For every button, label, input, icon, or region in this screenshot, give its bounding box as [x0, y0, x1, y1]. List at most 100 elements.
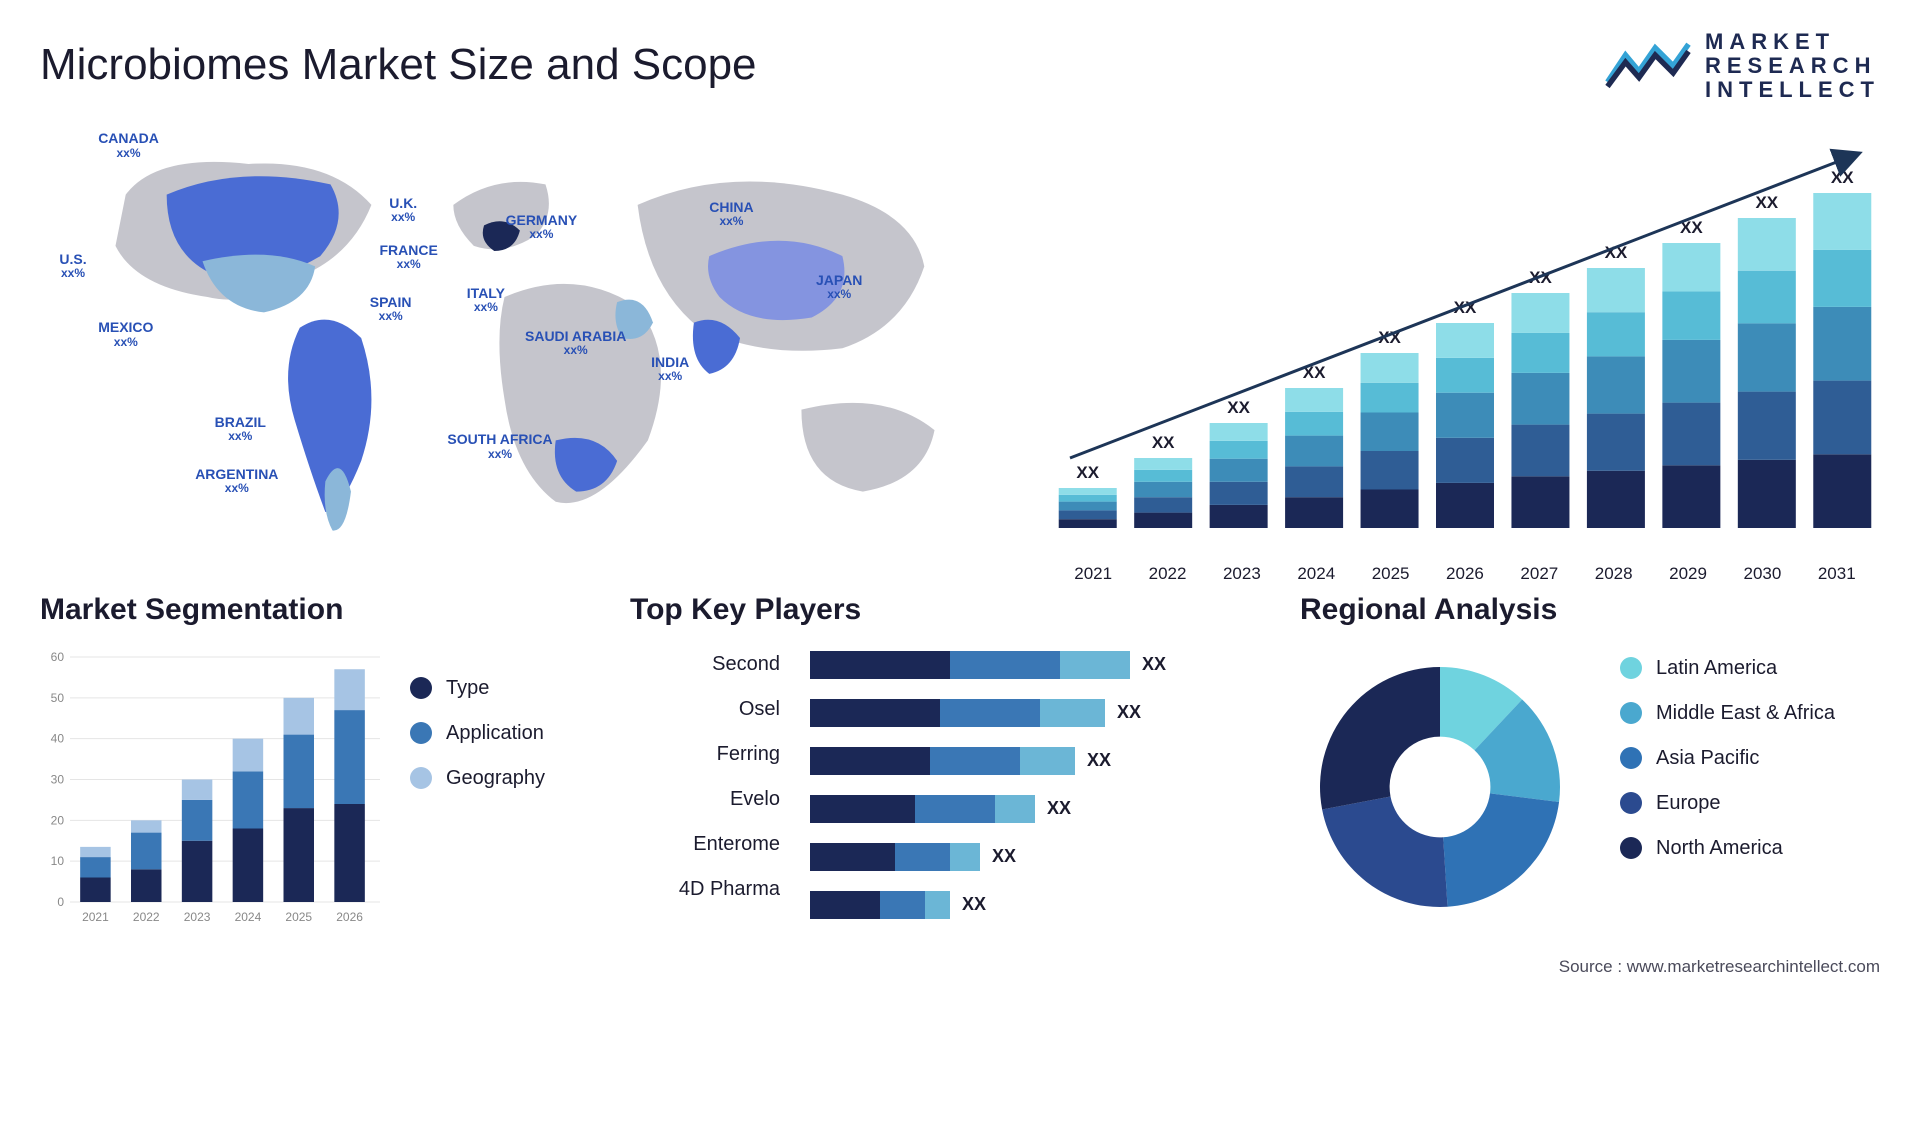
forecast-bar-segment: [1813, 454, 1871, 528]
forecast-bar-segment: [1662, 243, 1720, 291]
forecast-bar-segment: [1662, 339, 1720, 402]
forecast-bar-segment: [1059, 488, 1117, 495]
forecast-bar-segment: [1285, 466, 1343, 497]
forecast-bar-segment: [1361, 412, 1419, 451]
legend-label: North America: [1656, 837, 1783, 860]
forecast-bar-segment: [1587, 470, 1645, 527]
map-label: CHINAxx%: [709, 200, 753, 229]
seg-bar-segment: [182, 840, 213, 901]
player-bar-segment: [880, 891, 925, 919]
forecast-bar-segment: [1285, 388, 1343, 412]
page-title: Microbiomes Market Size and Scope: [40, 40, 757, 90]
player-bar-segment: [950, 843, 980, 871]
player-bar-segment: [1020, 747, 1075, 775]
legend-dot-icon: [410, 767, 432, 789]
legend-dot-icon: [1620, 837, 1642, 859]
forecast-bar-segment: [1134, 481, 1192, 496]
forecast-bar-label: XX: [1076, 463, 1099, 482]
segmentation-title: Market Segmentation: [40, 593, 580, 627]
seg-bar-segment: [182, 779, 213, 799]
map-label: BRAZILxx%: [215, 415, 266, 444]
svg-text:10: 10: [51, 854, 65, 868]
seg-bar-segment: [131, 869, 162, 902]
forecast-bar-segment: [1813, 250, 1871, 307]
svg-text:40: 40: [51, 731, 65, 745]
player-name: Ferring: [630, 743, 780, 766]
forecast-bar-segment: [1738, 391, 1796, 459]
legend-item: Europe: [1620, 792, 1835, 815]
forecast-bar-segment: [1134, 497, 1192, 512]
players-bars: XXXXXXXXXXXX: [810, 647, 1250, 919]
forecast-bar-label: XX: [1755, 193, 1778, 212]
svg-text:2025: 2025: [285, 910, 312, 924]
players-title: Top Key Players: [630, 593, 1250, 627]
forecast-bar-segment: [1361, 451, 1419, 490]
seg-bar-segment: [284, 734, 315, 808]
player-bar-segment: [915, 795, 995, 823]
donut-segment: [1443, 793, 1559, 906]
forecast-bar-segment: [1285, 411, 1343, 435]
player-value: XX: [992, 846, 1016, 867]
forecast-bar-segment: [1511, 372, 1569, 424]
forecast-bar-segment: [1436, 437, 1494, 482]
player-bar-segment: [810, 891, 880, 919]
map-label: MEXICOxx%: [98, 320, 153, 349]
seg-bar-segment: [80, 846, 111, 856]
regional-donut: [1300, 647, 1580, 927]
legend-item: Application: [410, 722, 545, 745]
forecast-bar-segment: [1511, 333, 1569, 373]
legend-item: Middle East & Africa: [1620, 702, 1835, 725]
legend-item: Latin America: [1620, 657, 1835, 680]
regional-legend: Latin America Middle East & Africa Asia Pa…: [1620, 647, 1835, 860]
forecast-bar-segment: [1662, 291, 1720, 339]
forecast-bar-segment: [1059, 519, 1117, 528]
player-value: XX: [962, 894, 986, 915]
map-label: GERMANYxx%: [506, 213, 578, 242]
forecast-bar-segment: [1511, 476, 1569, 528]
map-label: U.K.xx%: [389, 196, 417, 225]
forecast-bar-segment: [1210, 481, 1268, 504]
player-row: XX: [810, 651, 1250, 679]
forecast-year-label: 2026: [1428, 564, 1502, 584]
player-name: Osel: [630, 698, 780, 721]
segmentation-legend: TypeApplicationGeography: [410, 647, 545, 790]
player-bar-segment: [810, 795, 915, 823]
svg-text:60: 60: [51, 650, 65, 664]
legend-dot-icon: [1620, 792, 1642, 814]
brand-logo: MARKET RESEARCH INTELLECT: [1603, 30, 1880, 103]
player-bar-segment: [950, 651, 1060, 679]
legend-item: Type: [410, 677, 545, 700]
source-text: Source : www.marketresearchintellect.com: [40, 957, 1880, 977]
forecast-year-label: 2022: [1130, 564, 1204, 584]
svg-text:30: 30: [51, 772, 65, 786]
forecast-year-label: 2025: [1353, 564, 1427, 584]
player-row: XX: [810, 699, 1250, 727]
player-bar-segment: [995, 795, 1035, 823]
forecast-bar-label: XX: [1831, 168, 1854, 187]
forecast-year-label: 2031: [1800, 564, 1874, 584]
forecast-bar-segment: [1813, 306, 1871, 380]
player-bar-segment: [1060, 651, 1130, 679]
player-row: XX: [810, 795, 1250, 823]
seg-bar-segment: [131, 832, 162, 869]
forecast-bar-segment: [1511, 424, 1569, 476]
player-bar-segment: [925, 891, 950, 919]
forecast-bar-segment: [1813, 380, 1871, 454]
forecast-bar-segment: [1738, 218, 1796, 271]
svg-text:2023: 2023: [184, 910, 211, 924]
forecast-bar-segment: [1210, 423, 1268, 441]
forecast-bar-segment: [1210, 440, 1268, 458]
legend-dot-icon: [410, 722, 432, 744]
donut-segment: [1322, 796, 1447, 907]
legend-item: Asia Pacific: [1620, 747, 1835, 770]
seg-bar-segment: [131, 820, 162, 832]
forecast-bar-segment: [1738, 459, 1796, 527]
player-name: 4D Pharma: [630, 878, 780, 901]
svg-text:20: 20: [51, 813, 65, 827]
map-label: INDIAxx%: [651, 355, 689, 384]
player-row: XX: [810, 843, 1250, 871]
forecast-bar-segment: [1738, 270, 1796, 323]
forecast-year-label: 2024: [1279, 564, 1353, 584]
player-bar-segment: [810, 699, 940, 727]
seg-bar-segment: [233, 771, 264, 828]
